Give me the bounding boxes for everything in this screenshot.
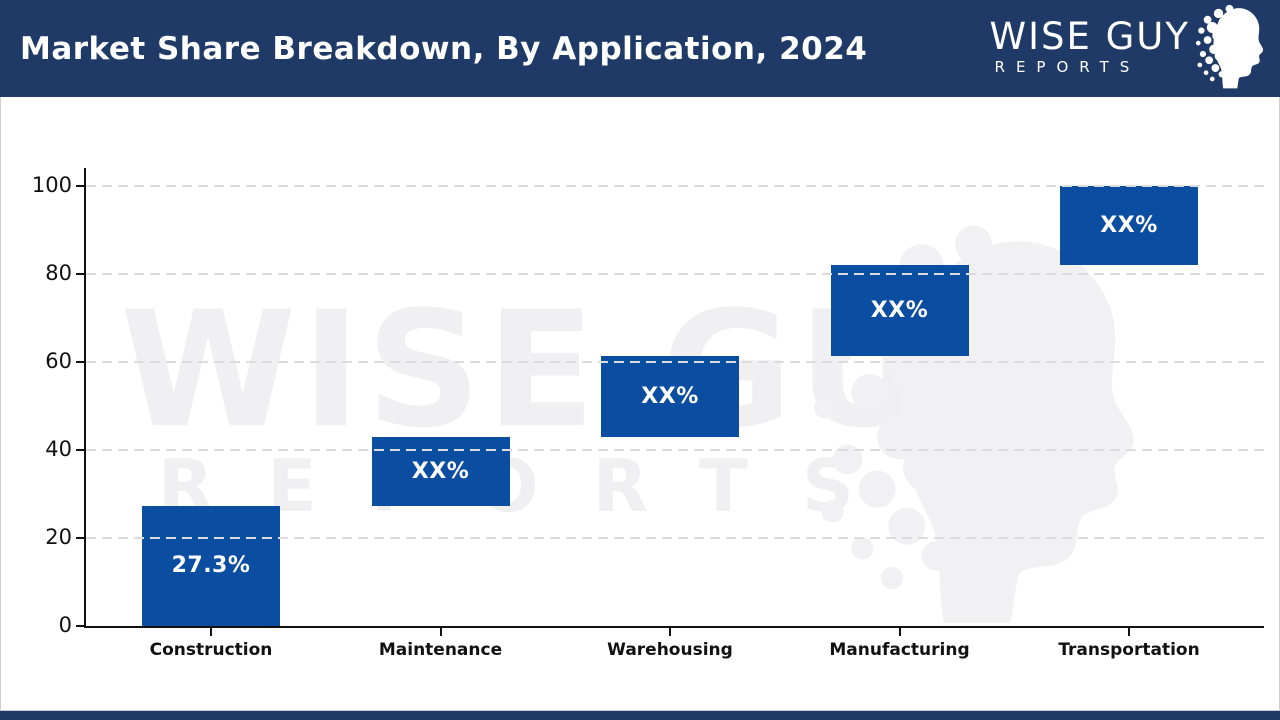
y-tick-label: 0	[58, 613, 72, 637]
bar-value-label: XX%	[1100, 213, 1158, 239]
x-axis-label: Warehousing	[607, 640, 733, 660]
x-tick-mark	[898, 628, 901, 636]
y-tick-label: 20	[45, 525, 72, 549]
bar-value-label: XX%	[411, 458, 470, 484]
x-axis-line	[84, 626, 1264, 628]
x-tick-mark	[439, 628, 442, 636]
y-tick-label: 80	[45, 261, 72, 285]
gridline	[86, 449, 1264, 451]
y-tick-mark	[76, 625, 84, 627]
logo-wordmark: WISE GUY	[989, 15, 1190, 59]
bar-warehousing: XX%	[601, 356, 739, 437]
wise-guy-logo-head-icon	[1195, 4, 1264, 89]
bar-construction: 27.3%	[142, 505, 280, 626]
bar-value-label: 27.3%	[171, 553, 251, 579]
wise-guy-logo: WISE GUY REPORTS	[990, 4, 1270, 90]
y-tick-mark	[76, 537, 84, 539]
gridline	[86, 537, 1264, 539]
bar-transportation: XX%	[1060, 186, 1198, 266]
bar-manufacturing: XX%	[830, 265, 969, 357]
gridline	[86, 361, 1264, 363]
y-tick-mark	[76, 361, 84, 363]
y-tick-mark	[76, 273, 84, 275]
y-tick-mark	[76, 185, 84, 187]
x-tick-mark	[669, 628, 671, 636]
bar-value-label: XX%	[870, 298, 929, 324]
x-axis-label: Manufacturing	[829, 640, 970, 660]
y-tick-mark	[76, 449, 84, 451]
logo-subtitle: REPORTS	[994, 57, 1141, 76]
x-tick-mark	[1128, 628, 1130, 636]
x-axis-label: Construction	[149, 640, 273, 660]
x-tick-mark	[210, 628, 212, 636]
x-axis-label: Maintenance	[378, 640, 503, 660]
y-tick-label: 100	[31, 173, 72, 197]
y-axis-line	[84, 168, 86, 628]
bar-maintenance: XX%	[371, 436, 510, 506]
header: Market Share Breakdown, By Application, …	[0, 0, 1280, 97]
page-title: Market Share Breakdown, By Application, …	[20, 30, 868, 67]
y-tick-label: 60	[45, 349, 72, 373]
gridline	[86, 185, 1264, 187]
y-tick-label: 40	[45, 437, 72, 461]
footer-bar	[0, 710, 1280, 720]
gridline	[86, 273, 1264, 275]
x-axis-label: Transportation	[1058, 640, 1200, 660]
wise-guy-logo-text: WISE GUY REPORTS	[989, 15, 1190, 76]
bar-value-label: XX%	[641, 384, 699, 410]
